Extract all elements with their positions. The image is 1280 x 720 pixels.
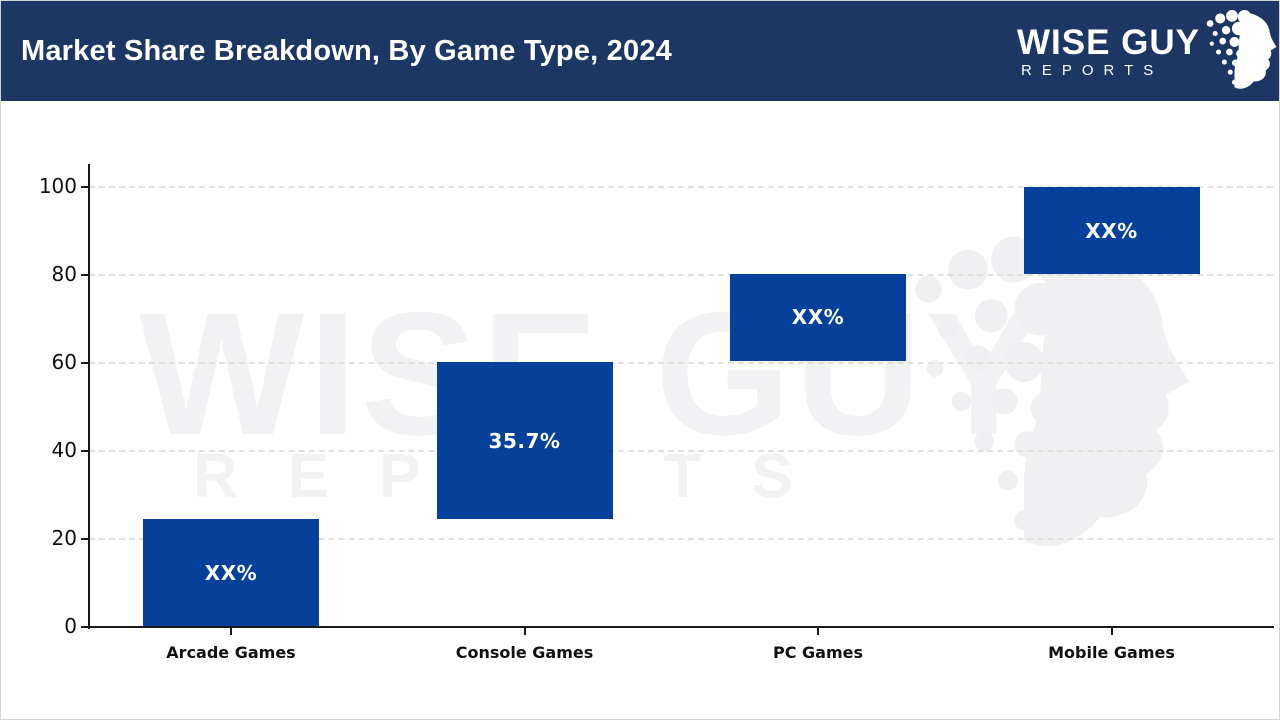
bar-console-games: 35.7% bbox=[436, 362, 613, 520]
page-title: Market Share Breakdown, By Game Type, 20… bbox=[21, 34, 672, 67]
gridline-40 bbox=[89, 450, 1273, 452]
y-tick-label-20: 20 bbox=[51, 526, 77, 550]
x-category-label: Arcade Games bbox=[166, 643, 296, 662]
header: Market Share Breakdown, By Game Type, 20… bbox=[1, 1, 1279, 101]
bar-arcade-games: XX% bbox=[143, 518, 319, 627]
gridline-100 bbox=[89, 186, 1273, 188]
bar-mobile-games: XX% bbox=[1023, 187, 1200, 275]
bar-value-label: 35.7% bbox=[488, 428, 561, 453]
bar-value-label: XX% bbox=[791, 305, 845, 330]
gridline-60 bbox=[89, 362, 1273, 364]
x-axis bbox=[88, 626, 1274, 628]
x-tick-3 bbox=[1110, 628, 1113, 635]
x-category-label: Console Games bbox=[455, 643, 594, 662]
y-tick-label-80: 80 bbox=[51, 262, 77, 286]
y-tick-40 bbox=[81, 450, 89, 452]
y-tick-100 bbox=[81, 186, 89, 188]
logo-head-icon bbox=[1206, 10, 1277, 89]
y-tick-0 bbox=[81, 626, 89, 628]
y-tick-label-40: 40 bbox=[51, 438, 77, 462]
gridline-80 bbox=[89, 274, 1273, 276]
gridline-20 bbox=[89, 538, 1273, 540]
x-tick-0 bbox=[230, 628, 232, 635]
x-category-label: Mobile Games bbox=[1048, 643, 1175, 662]
chart-area: WISE GUY REPORTS XX%35.7%XX%XX% 02040608… bbox=[1, 101, 1279, 719]
watermark-head-icon bbox=[915, 236, 1190, 546]
y-tick-label-60: 60 bbox=[51, 350, 77, 374]
logo-wordmark: WISE GUY bbox=[1017, 23, 1201, 62]
y-tick-60 bbox=[81, 362, 89, 364]
y-tick-20 bbox=[81, 538, 89, 540]
y-tick-label-0: 0 bbox=[64, 614, 77, 638]
y-tick-label-100: 100 bbox=[38, 174, 77, 198]
y-axis bbox=[88, 164, 90, 629]
x-tick-2 bbox=[817, 628, 819, 635]
logo-subtext: REPORTS bbox=[1021, 62, 1164, 79]
bar-value-label: XX% bbox=[1085, 218, 1138, 243]
bar-pc-games: XX% bbox=[730, 274, 906, 361]
bar-value-label: XX% bbox=[204, 560, 258, 585]
wiseguy-logo: WISE GUY REPORTS bbox=[1017, 1, 1277, 101]
x-category-label: PC Games bbox=[772, 643, 863, 662]
y-tick-80 bbox=[81, 274, 89, 276]
x-tick-1 bbox=[523, 628, 526, 635]
